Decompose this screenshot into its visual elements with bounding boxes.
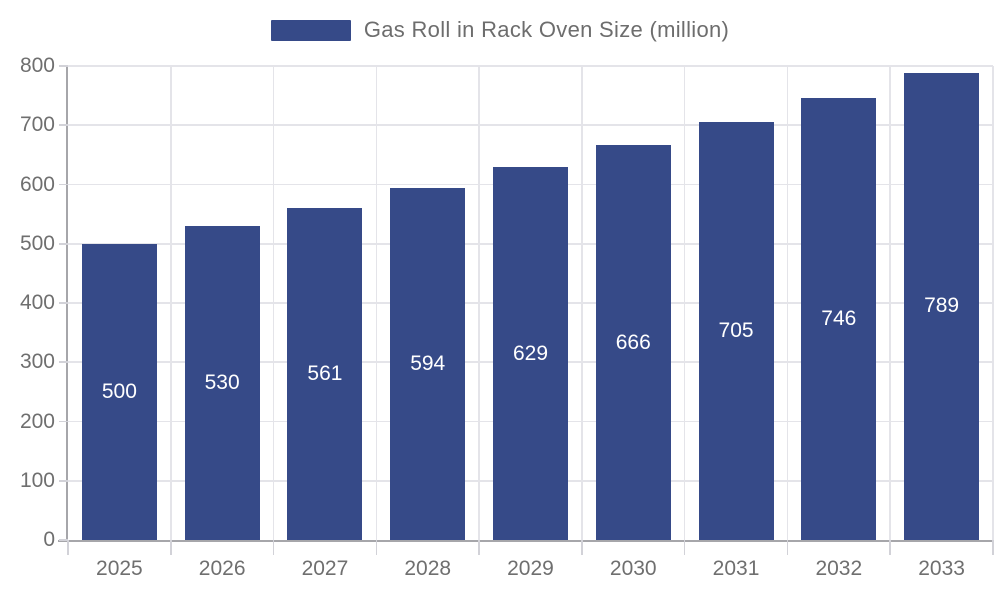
h-gridline xyxy=(68,65,993,67)
x-axis-tick xyxy=(272,540,275,555)
bar-2025[interactable]: 500 xyxy=(81,243,157,540)
bar-value-label: 629 xyxy=(512,341,549,365)
legend: Gas Roll in Rack Oven Size (million) xyxy=(0,17,1000,43)
bar-2026[interactable]: 530 xyxy=(184,225,260,540)
bar-value-label: 530 xyxy=(204,370,240,394)
legend-swatch[interactable] xyxy=(270,19,351,41)
v-gridline xyxy=(889,66,892,540)
y-axis-tick xyxy=(59,420,68,423)
plot-area: 500 530 561 594 629 666 705 746 789 xyxy=(58,65,994,555)
v-gridline xyxy=(683,66,686,540)
y-axis-tick xyxy=(59,479,68,482)
x-axis-label-2028: 2028 xyxy=(404,557,452,580)
x-axis-label-2033: 2033 xyxy=(918,557,965,580)
y-axis-tick xyxy=(59,65,68,67)
bar-value-label: 705 xyxy=(718,319,754,343)
x-axis-tick xyxy=(786,540,789,555)
y-axis-tick xyxy=(59,361,68,364)
x-axis-label-2032: 2032 xyxy=(815,557,863,580)
x-axis-tick xyxy=(478,540,480,555)
v-gridline xyxy=(786,66,789,540)
bar-value-label: 561 xyxy=(307,361,343,385)
bar-2027[interactable]: 561 xyxy=(287,207,363,540)
h-gridline xyxy=(68,124,993,127)
y-axis-label: 200 xyxy=(19,409,55,433)
x-axis-tick xyxy=(67,540,69,555)
y-axis-tick xyxy=(59,124,68,127)
bar-value-label: 746 xyxy=(821,307,857,330)
y-axis-label: 600 xyxy=(19,172,55,196)
x-axis-tick xyxy=(581,540,583,555)
bar-value-label: 500 xyxy=(101,379,137,403)
bar-2030[interactable]: 666 xyxy=(595,145,671,540)
bar-value-label: 666 xyxy=(615,330,651,354)
x-axis-tick xyxy=(992,540,994,555)
v-gridline xyxy=(375,66,378,540)
x-axis-label-2025: 2025 xyxy=(96,557,143,580)
bar-2032[interactable]: 746 xyxy=(801,98,877,540)
x-axis-tick xyxy=(889,540,892,555)
x-axis-tick xyxy=(169,540,172,555)
v-gridline xyxy=(169,66,172,540)
y-axis-label: 700 xyxy=(19,113,55,137)
bar-2028[interactable]: 594 xyxy=(390,188,466,540)
v-gridline xyxy=(478,66,480,540)
y-axis-tick xyxy=(59,183,68,186)
x-axis-label-2030: 2030 xyxy=(609,557,657,580)
y-axis-line xyxy=(66,66,68,542)
x-axis-label-2031: 2031 xyxy=(712,557,760,580)
bar-2033[interactable]: 789 xyxy=(904,72,980,540)
y-axis-tick xyxy=(59,302,68,304)
v-gridline xyxy=(581,66,583,540)
x-axis-tick xyxy=(683,540,686,555)
y-axis-label: 500 xyxy=(19,231,55,255)
v-gridline xyxy=(992,66,994,540)
y-axis-tick xyxy=(59,242,68,245)
x-axis-tick xyxy=(375,540,378,555)
y-axis-label: 0 xyxy=(43,528,55,551)
bar-2029[interactable]: 629 xyxy=(493,167,568,540)
bar-2031[interactable]: 705 xyxy=(698,122,774,540)
y-axis-label: 100 xyxy=(19,468,55,492)
x-axis-label-2027: 2027 xyxy=(301,557,349,580)
y-axis-label: 300 xyxy=(19,350,55,374)
y-axis-label: 800 xyxy=(19,54,55,77)
legend-label[interactable]: Gas Roll in Rack Oven Size (million) xyxy=(363,17,730,42)
bar-value-label: 789 xyxy=(924,294,960,318)
x-axis-line xyxy=(58,540,993,542)
y-axis-label: 400 xyxy=(19,291,55,314)
v-gridline xyxy=(272,66,275,540)
x-axis-label-2029: 2029 xyxy=(507,557,554,580)
y-axis-tick xyxy=(59,539,68,541)
bar-value-label: 594 xyxy=(410,352,446,376)
x-axis-label-2026: 2026 xyxy=(198,557,246,580)
